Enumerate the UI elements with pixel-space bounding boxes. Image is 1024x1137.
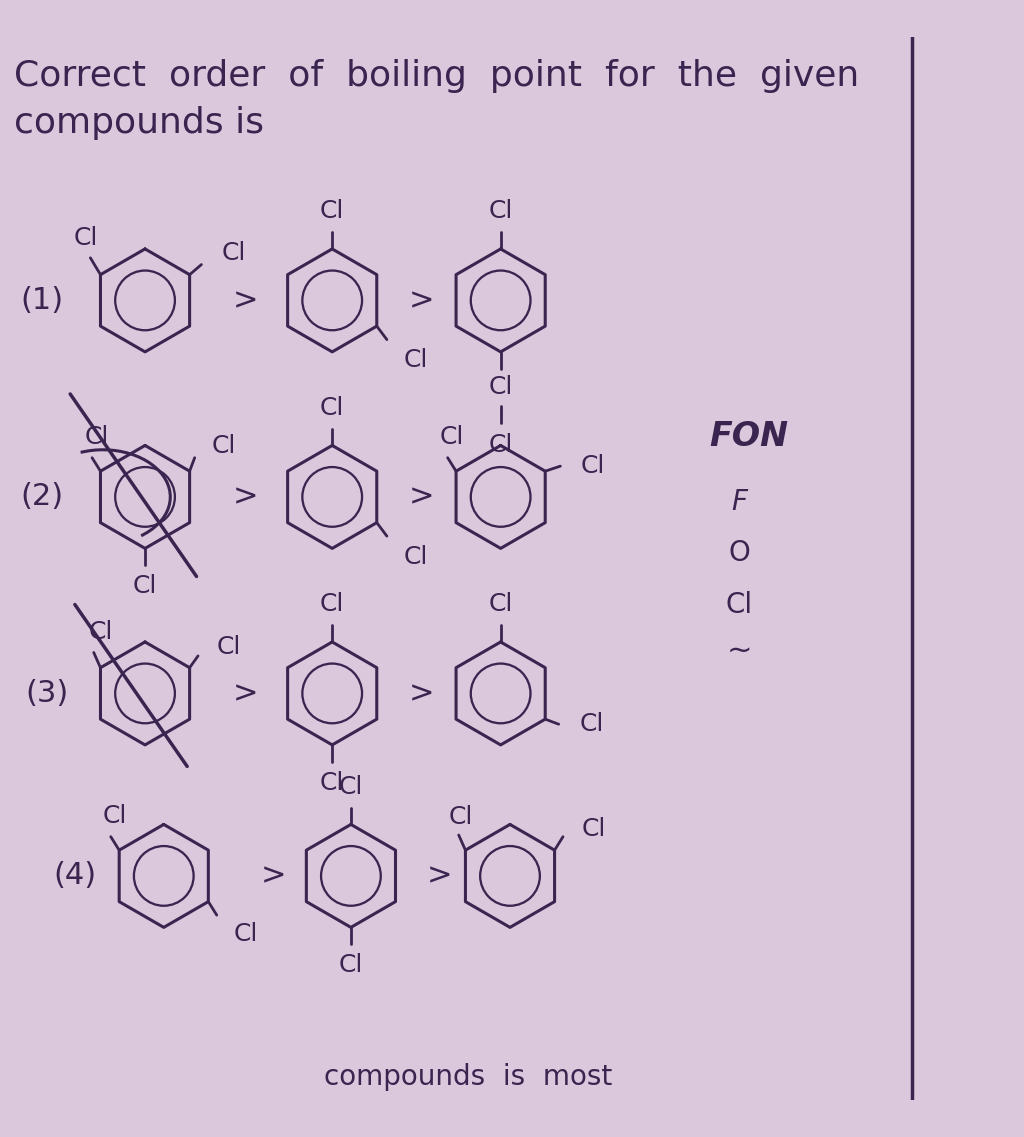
Text: Cl: Cl xyxy=(488,199,513,223)
Text: >: > xyxy=(409,482,434,512)
Text: Cl: Cl xyxy=(217,634,241,658)
Text: Cl: Cl xyxy=(488,592,513,616)
Text: Cl: Cl xyxy=(581,454,605,479)
Text: Cl: Cl xyxy=(85,425,110,449)
Text: Cl: Cl xyxy=(102,804,127,828)
Text: (3): (3) xyxy=(26,679,69,708)
Text: Cl: Cl xyxy=(582,818,606,841)
Text: (2): (2) xyxy=(20,482,63,512)
Text: Cl: Cl xyxy=(133,574,158,598)
Text: Cl: Cl xyxy=(339,774,364,798)
Text: Cl: Cl xyxy=(726,590,753,619)
Text: compounds  is  most: compounds is most xyxy=(324,1063,612,1092)
Text: (1): (1) xyxy=(20,285,63,315)
Text: Cl: Cl xyxy=(488,433,513,457)
Text: Cl: Cl xyxy=(212,434,236,458)
Text: Correct  order  of  boiling  point  for  the  given: Correct order of boiling point for the g… xyxy=(14,59,859,93)
Text: Cl: Cl xyxy=(488,375,513,399)
Text: F: F xyxy=(731,488,748,515)
Text: Cl: Cl xyxy=(74,226,98,250)
Text: >: > xyxy=(232,482,258,512)
Text: Cl: Cl xyxy=(222,241,247,265)
Text: >: > xyxy=(409,679,434,708)
Text: (4): (4) xyxy=(53,862,96,890)
Text: >: > xyxy=(260,862,286,890)
Text: Cl: Cl xyxy=(580,712,604,737)
Text: Cl: Cl xyxy=(439,425,464,449)
Text: >: > xyxy=(232,679,258,708)
Text: Cl: Cl xyxy=(88,620,113,644)
Text: Cl: Cl xyxy=(339,953,364,977)
Text: Cl: Cl xyxy=(321,199,344,223)
Text: Cl: Cl xyxy=(321,592,344,616)
Text: >: > xyxy=(232,285,258,315)
Text: FON: FON xyxy=(710,420,788,453)
Text: Cl: Cl xyxy=(403,545,428,568)
Text: compounds is: compounds is xyxy=(14,106,264,140)
Text: O: O xyxy=(728,539,751,567)
Text: Cl: Cl xyxy=(449,805,473,829)
Text: Cl: Cl xyxy=(403,348,428,372)
Text: >: > xyxy=(427,862,453,890)
Text: >: > xyxy=(409,285,434,315)
Text: Cl: Cl xyxy=(233,922,258,946)
Text: Cl: Cl xyxy=(321,771,344,795)
Text: Cl: Cl xyxy=(321,396,344,420)
Text: ~: ~ xyxy=(726,637,752,666)
